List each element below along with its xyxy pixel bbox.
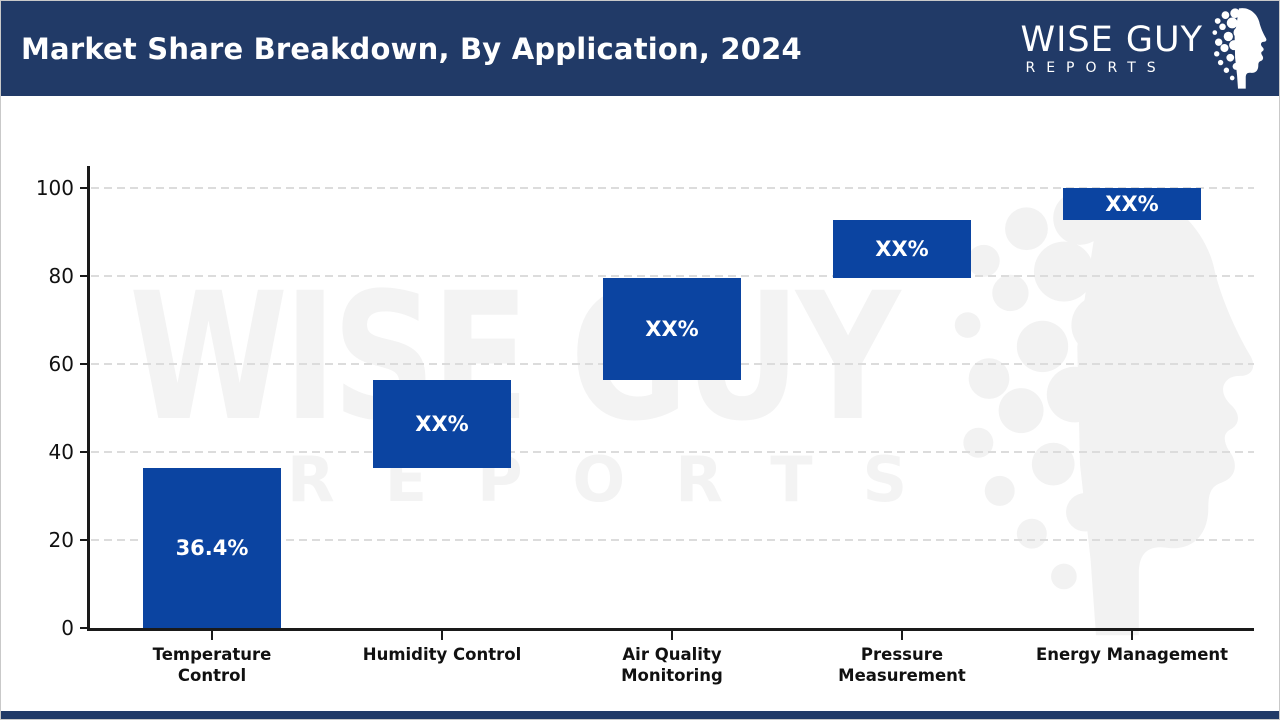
dotted-face-profile-icon — [1212, 7, 1267, 89]
bar-value-label: XX% — [415, 411, 469, 436]
y-gridline — [91, 187, 1254, 189]
y-tick-mark — [80, 451, 89, 453]
x-axis-category-line: Air Quality — [622, 645, 722, 664]
waterfall-chart: 0 20 40 60 80 100 36.4% Temperature Control XX% Hu… — [1, 96, 1279, 713]
brand-logo: WISE GUY REPORTS — [1020, 7, 1267, 91]
x-axis-category-line: Monitoring — [621, 666, 723, 685]
bar-segment: XX% — [833, 220, 971, 279]
x-tick-mark — [1131, 631, 1133, 640]
x-axis-category-line: Humidity Control — [362, 645, 522, 664]
bar-value-label: XX% — [875, 237, 929, 262]
bar-segment: 36.4% — [143, 467, 281, 628]
x-axis-category-line: Measurement — [838, 666, 966, 685]
y-tick-label: 80 — [48, 264, 74, 288]
y-tick-label: 60 — [48, 352, 74, 376]
x-axis-category-label: Humidity Control — [324, 644, 560, 665]
y-gridline — [91, 451, 1254, 453]
header: Market Share Breakdown, By Application, … — [1, 1, 1279, 96]
bar-segment: XX% — [1063, 188, 1201, 221]
y-tick-label: 20 — [48, 528, 74, 552]
footer-bar — [1, 711, 1279, 719]
y-tick-mark — [80, 187, 89, 189]
x-axis-category-label: Air Quality Monitoring — [554, 644, 790, 686]
page-title: Market Share Breakdown, By Application, … — [21, 31, 802, 66]
bar-value-label: 36.4% — [175, 535, 249, 560]
x-tick-mark — [211, 631, 213, 640]
bar-segment: XX% — [603, 278, 741, 380]
brand-logo-text: WISE GUY REPORTS — [1020, 22, 1203, 76]
x-axis-category-label: Temperature Control — [94, 644, 330, 686]
y-gridline — [91, 539, 1254, 541]
y-tick-label: 40 — [48, 440, 74, 464]
brand-name: WISE GUY — [1020, 19, 1203, 60]
brand-subname: REPORTS — [1025, 59, 1167, 76]
y-axis-line — [87, 166, 90, 630]
x-axis-category-label: Pressure Measurement — [784, 644, 1020, 686]
y-tick-mark — [80, 275, 89, 277]
y-tick-mark — [80, 627, 89, 629]
bar-segment: XX% — [373, 379, 511, 468]
watermark-brand-name: WISE GUY — [129, 255, 900, 460]
x-tick-mark — [441, 631, 443, 640]
x-tick-mark — [671, 631, 673, 640]
x-tick-mark — [901, 631, 903, 640]
y-tick-label: 100 — [35, 176, 74, 200]
y-tick-label: 0 — [61, 616, 74, 640]
x-axis-category-line: Temperature — [152, 645, 272, 664]
y-tick-mark — [80, 539, 89, 541]
bar-value-label: XX% — [1105, 192, 1159, 217]
x-axis-category-line: Pressure — [860, 645, 944, 664]
x-axis-category-line: Energy Management — [1035, 645, 1229, 664]
y-gridline — [91, 275, 1254, 277]
bar-value-label: XX% — [645, 317, 699, 341]
y-tick-mark — [80, 363, 89, 365]
x-axis-category-line: Control — [177, 666, 247, 685]
x-axis-line — [87, 628, 1254, 631]
x-axis-category-label: Energy Management — [1014, 644, 1250, 665]
